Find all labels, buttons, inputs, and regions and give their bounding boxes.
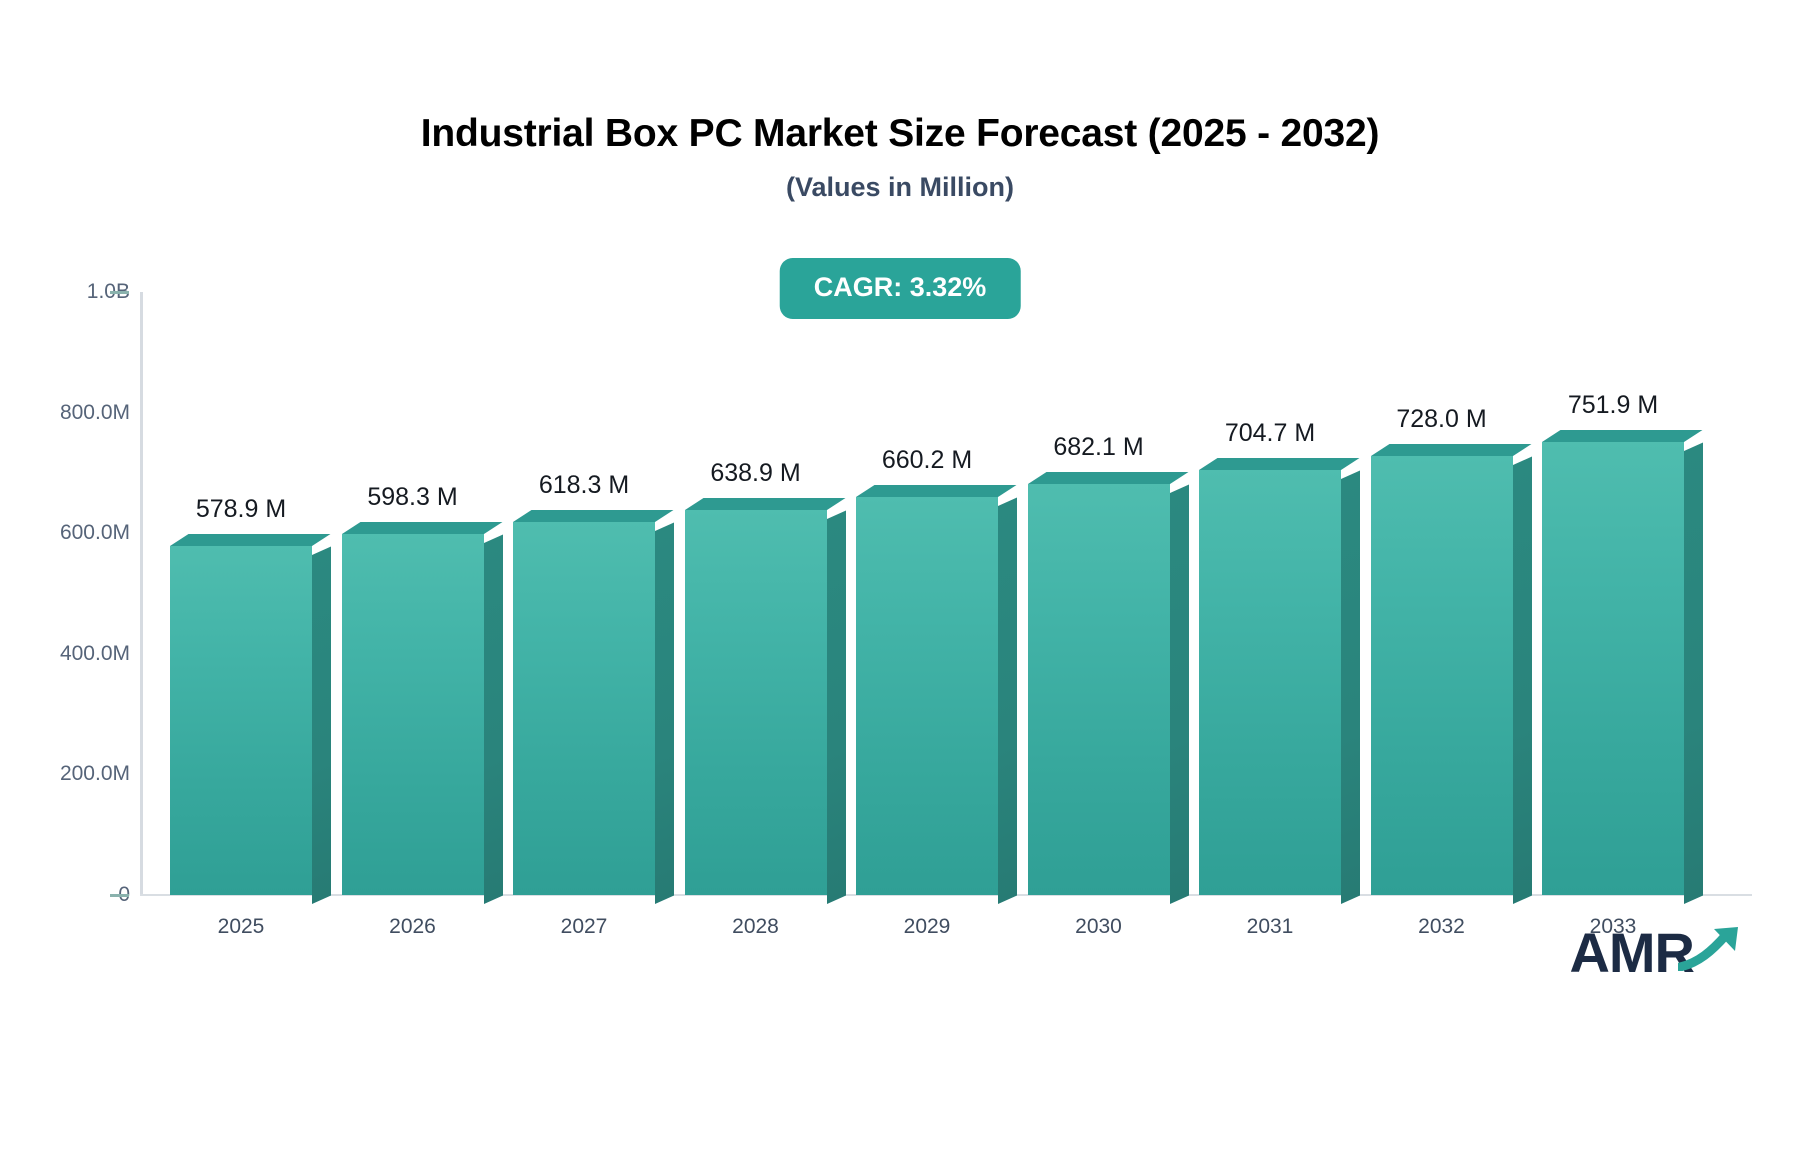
bar-value-label: 704.7 M [1224,419,1316,448]
bar-top-face [856,484,1017,497]
bar-value-label: 751.9 M [1567,390,1659,419]
bar-top-face [170,533,331,546]
bar-side-face [1684,442,1703,904]
bar[interactable] [170,545,312,895]
amr-logo-text: AMR [1569,921,1695,984]
bar-group: 638.9 M [684,459,846,904]
bar-side-face [483,534,503,904]
bar-side-face [1341,470,1360,904]
bar-value-label: 618.3 M [538,471,630,500]
bar-side-face [1169,484,1189,904]
x-axis-label: 2025 [217,915,265,938]
cagr-badge: CAGR: 3.32% [779,258,1021,319]
bar-top-face [341,522,502,535]
x-axis-line [140,894,1752,896]
y-axis-line [140,292,143,895]
y-axis-tick-label: 800.0M [59,400,130,424]
bar-group: 618.3 M [513,471,674,904]
x-axis-label: 2029 [903,915,951,938]
bar-top-face [684,497,845,510]
x-axis-labels: 2025 2026 2027 2028 2029 2030 2031 2032 2033 [0,915,1800,955]
bar-group: 578.9 M [170,495,331,904]
bar-top-face [1370,444,1531,457]
bar-top-face [513,510,674,523]
bar-top-face [1027,471,1188,484]
bar[interactable] [341,534,484,895]
bar-side-face [312,546,331,904]
y-axis-tick-label: 600.0M [59,521,130,545]
bar[interactable] [1370,456,1513,895]
y-axis-tick-label: 400.0M [59,641,130,665]
bar[interactable] [1542,441,1684,895]
bar[interactable] [684,509,827,895]
bar-value-label: 578.9 M [195,494,287,523]
y-axis-tick-mark [110,894,129,897]
bar-group: 728.0 M [1370,405,1532,904]
bar-top-face [1542,429,1703,442]
x-axis-label: 2033 [1589,915,1637,938]
bar-side-face [1512,456,1532,904]
chart-title: Industrial Box PC Market Size Forecast (… [420,112,1380,155]
bar[interactable] [513,522,655,895]
bar-side-face [655,522,674,904]
bar-group: 751.9 M [1542,391,1703,904]
bar[interactable] [1199,470,1341,895]
x-axis-label: 2032 [1418,915,1465,938]
trend-arrow-up-icon [1675,923,1748,975]
x-axis-label: 2028 [732,915,779,938]
bar-side-face [998,497,1017,904]
bar-value-label: 682.1 M [1053,432,1144,461]
bar-group: 704.7 M [1199,419,1360,904]
bar-value-label: 728.0 M [1396,405,1487,434]
chart-subtitle: (Values in Million) [785,172,1015,202]
bar-value-label: 660.2 M [881,445,973,474]
amr-logo: AMR [1569,923,1748,981]
bar-value-label: 638.9 M [710,458,801,487]
x-axis-label: 2031 [1246,915,1294,938]
bar[interactable] [1027,483,1170,895]
y-axis-tick-mark [110,291,129,294]
bar[interactable] [856,496,998,895]
bar-group: 660.2 M [856,446,1017,904]
x-axis-label: 2027 [560,915,608,938]
x-axis-label: 2030 [1075,915,1122,938]
bar-value-label: 598.3 M [367,483,458,512]
bar-group: 598.3 M [341,483,503,904]
bar-top-face [1199,458,1360,471]
y-axis-tick-label: 1.0B [86,280,130,303]
y-axis-tick-label: 200.0M [59,762,130,786]
bar-side-face [826,510,846,904]
x-axis-label: 2026 [389,915,436,938]
bar-group: 682.1 M [1027,433,1189,904]
